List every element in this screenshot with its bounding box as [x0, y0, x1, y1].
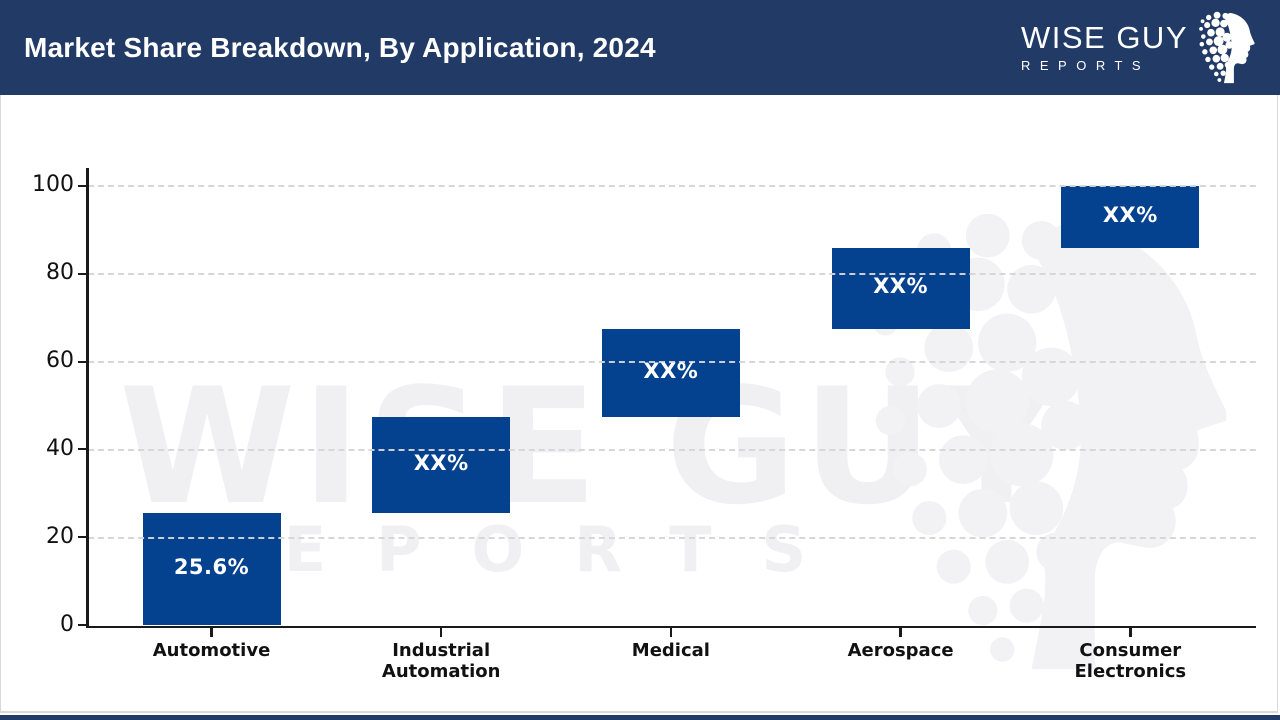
gridline-100: [88, 185, 1256, 187]
bar-value-label: XX%: [413, 450, 469, 475]
y-tick-mark: [78, 360, 87, 363]
dotted-head-icon: [1198, 10, 1256, 86]
y-tick-label: 0: [60, 611, 74, 637]
y-tick-mark: [78, 624, 87, 627]
x-tick-mark: [1129, 628, 1132, 637]
x-category-label: Consumer Electronics: [1074, 640, 1187, 682]
bar-consumer-electronics: [1061, 186, 1200, 248]
bar-aerospace: [831, 247, 970, 329]
x-tick-mark: [899, 628, 902, 637]
bar-value-label: XX%: [873, 274, 929, 299]
x-category-label: Medical: [631, 640, 710, 661]
x-category-label: Automotive: [152, 640, 271, 661]
y-tick-label: 80: [46, 259, 74, 285]
logo-wordmark-block: WISE GUY REPORTS: [1021, 22, 1188, 73]
header-bar: Market Share Breakdown, By Application, …: [0, 0, 1280, 95]
logo-wordmark: WISE GUY: [1020, 20, 1188, 56]
y-tick-mark: [78, 272, 87, 275]
wise-guy-logo: WISE GUY REPORTS: [1021, 10, 1256, 86]
x-tick-mark: [439, 628, 443, 637]
bar-value-label: 25.6%: [173, 555, 250, 580]
y-tick-label: 20: [46, 523, 74, 549]
x-category-label: Industrial Automation: [381, 640, 501, 682]
bar-industrial-automation: [372, 416, 511, 513]
y-tick-label: 100: [32, 172, 74, 197]
bar-value-label: XX%: [643, 358, 699, 383]
gridline-40: [88, 448, 1256, 451]
x-category-label: Aerospace: [847, 640, 954, 661]
footer-bar: [0, 715, 1280, 720]
gridline-80: [88, 272, 1256, 275]
watermark-subtitle: REPORTS: [186, 513, 857, 586]
gridline-60: [88, 360, 1256, 363]
bar-automotive: [142, 512, 281, 626]
gridline-20: [88, 536, 1256, 539]
y-tick-mark: [78, 184, 87, 187]
x-tick-mark: [210, 628, 213, 637]
bar-value-label: XX%: [1102, 202, 1158, 227]
bar-medical: [601, 328, 740, 417]
y-tick-label: 60: [46, 347, 74, 373]
y-tick-label: 40: [46, 435, 74, 461]
y-tick-mark: [78, 536, 87, 539]
x-tick-mark: [669, 628, 673, 637]
y-axis-line: [86, 168, 89, 628]
logo-subtitle: REPORTS: [1020, 57, 1151, 73]
y-tick-mark: [78, 448, 87, 451]
x-axis-line: [86, 625, 1256, 628]
page-title: Market Share Breakdown, By Application, …: [24, 31, 656, 63]
